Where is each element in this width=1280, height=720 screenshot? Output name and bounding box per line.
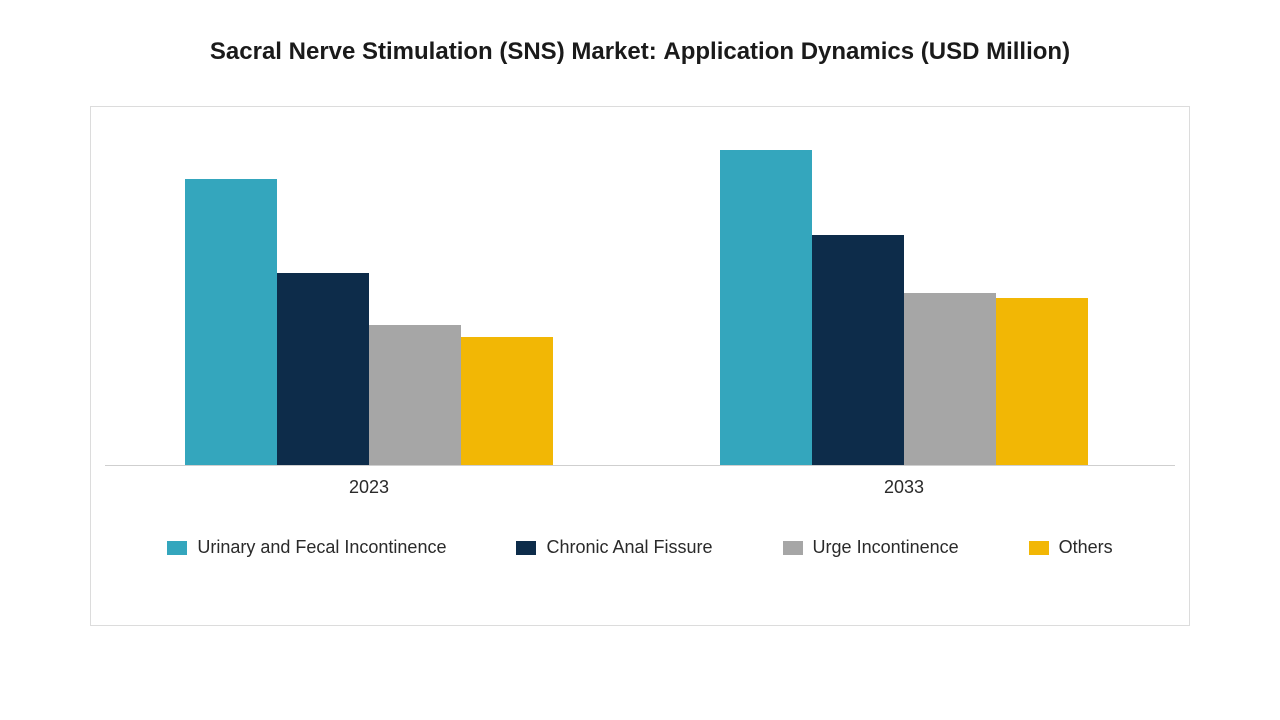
legend: Urinary and Fecal Incontinence Chronic A… xyxy=(91,537,1189,558)
legend-item-urinary: Urinary and Fecal Incontinence xyxy=(167,537,446,558)
legend-item-others: Others xyxy=(1029,537,1113,558)
legend-swatch-others xyxy=(1029,541,1049,555)
legend-item-urge: Urge Incontinence xyxy=(783,537,959,558)
bar-others-2023 xyxy=(461,337,553,465)
legend-label-urge: Urge Incontinence xyxy=(813,537,959,558)
bar-urge-2033 xyxy=(904,293,996,465)
x-label-2033: 2033 xyxy=(884,477,924,498)
bar-urinary-2023 xyxy=(185,179,277,465)
x-label-2023: 2023 xyxy=(349,477,389,498)
legend-swatch-chronic xyxy=(516,541,536,555)
chart-title: Sacral Nerve Stimulation (SNS) Market: A… xyxy=(0,0,1280,86)
bar-group-2023 xyxy=(185,179,553,465)
legend-label-chronic: Chronic Anal Fissure xyxy=(546,537,712,558)
chart-title-prefix: Sacral Nerve Stimulation (SNS) Market: xyxy=(210,38,663,65)
legend-swatch-urinary xyxy=(167,541,187,555)
chart-title-emphasis: Application Dynamics (USD Million) xyxy=(663,38,1070,65)
bar-urge-2023 xyxy=(369,325,461,465)
bar-urinary-2033 xyxy=(720,150,812,465)
bar-others-2033 xyxy=(996,298,1088,466)
bar-chronic-2023 xyxy=(277,273,369,465)
chart-container: 2023 2033 Urinary and Fecal Incontinence… xyxy=(90,106,1190,626)
legend-label-others: Others xyxy=(1059,537,1113,558)
legend-label-urinary: Urinary and Fecal Incontinence xyxy=(197,537,446,558)
bar-chronic-2033 xyxy=(812,235,904,465)
bar-group-2033 xyxy=(720,150,1088,465)
legend-item-chronic: Chronic Anal Fissure xyxy=(516,537,712,558)
legend-swatch-urge xyxy=(783,541,803,555)
plot-area xyxy=(105,131,1175,466)
x-axis-labels: 2023 2033 xyxy=(105,477,1175,507)
